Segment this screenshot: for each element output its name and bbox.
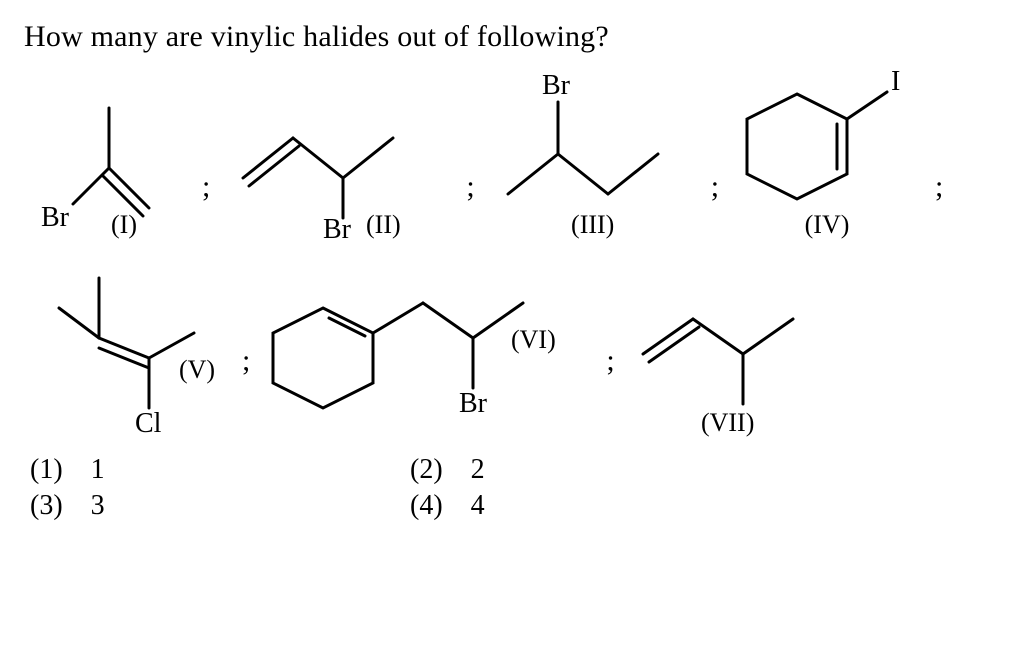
structures-row-2: Cl (V) ; Br ( [24, 248, 1000, 438]
atom-cl: Cl [135, 408, 162, 438]
mol-I-svg: Br [29, 78, 189, 238]
separator: ; [927, 170, 951, 240]
label-I: (I) [111, 210, 137, 240]
mol-III-svg: Br [488, 64, 698, 234]
options-grid: (1) 1 (2) 2 (3) 3 (4) 4 [30, 454, 1000, 522]
atom-br: Br [459, 388, 488, 419]
separator: ; [598, 344, 622, 438]
option-3-val: 3 [91, 490, 105, 522]
atom-br: Br [41, 202, 70, 233]
atom-br: Br [323, 214, 352, 238]
label-VII: (VII) [701, 408, 754, 438]
label-III: (III) [571, 210, 614, 240]
mol-VI-svg: Br (VI) [263, 258, 593, 438]
mol-II-svg: Br [223, 78, 453, 238]
structure-V: Cl (V) [24, 248, 234, 438]
mol-IV-svg: I [727, 64, 927, 234]
option-4-num: (4) [410, 490, 443, 522]
option-3-num: (3) [30, 490, 63, 522]
option-2[interactable]: (2) 2 [410, 454, 750, 486]
option-1-val: 1 [91, 454, 105, 486]
question-text: How many are vinylic halides out of foll… [24, 20, 1000, 54]
separator: ; [234, 344, 258, 438]
atom-i: I [891, 66, 900, 97]
structure-VII: (VII) [623, 264, 833, 438]
mol-VII-svg [628, 264, 828, 414]
structures-row-1: Br (I) ; Br (II) [24, 64, 1000, 240]
label-IV: (IV) [805, 210, 850, 240]
separator: ; [458, 170, 482, 240]
structure-III: Br (III) [483, 64, 703, 240]
label-II: (II) [366, 210, 401, 240]
option-4-val: 4 [471, 490, 485, 522]
structure-II: Br (II) [218, 78, 458, 240]
atom-br: Br [542, 70, 571, 101]
structure-VI: Br (VI) [258, 258, 598, 438]
label-V-inline: (V) [179, 355, 215, 384]
structure-IV: I (IV) [727, 64, 927, 240]
option-2-num: (2) [410, 454, 443, 486]
structures-panel: Br (I) ; Br (II) [24, 64, 1000, 446]
label-VI-inline: (VI) [511, 325, 556, 354]
option-3[interactable]: (3) 3 [30, 490, 370, 522]
option-2-val: 2 [471, 454, 485, 486]
option-1-num: (1) [30, 454, 63, 486]
structure-I: Br (I) [24, 78, 194, 240]
separator: ; [194, 170, 218, 240]
option-4[interactable]: (4) 4 [410, 490, 750, 522]
option-1[interactable]: (1) 1 [30, 454, 370, 486]
mol-V-svg: Cl (V) [29, 248, 229, 438]
separator: ; [703, 170, 727, 240]
